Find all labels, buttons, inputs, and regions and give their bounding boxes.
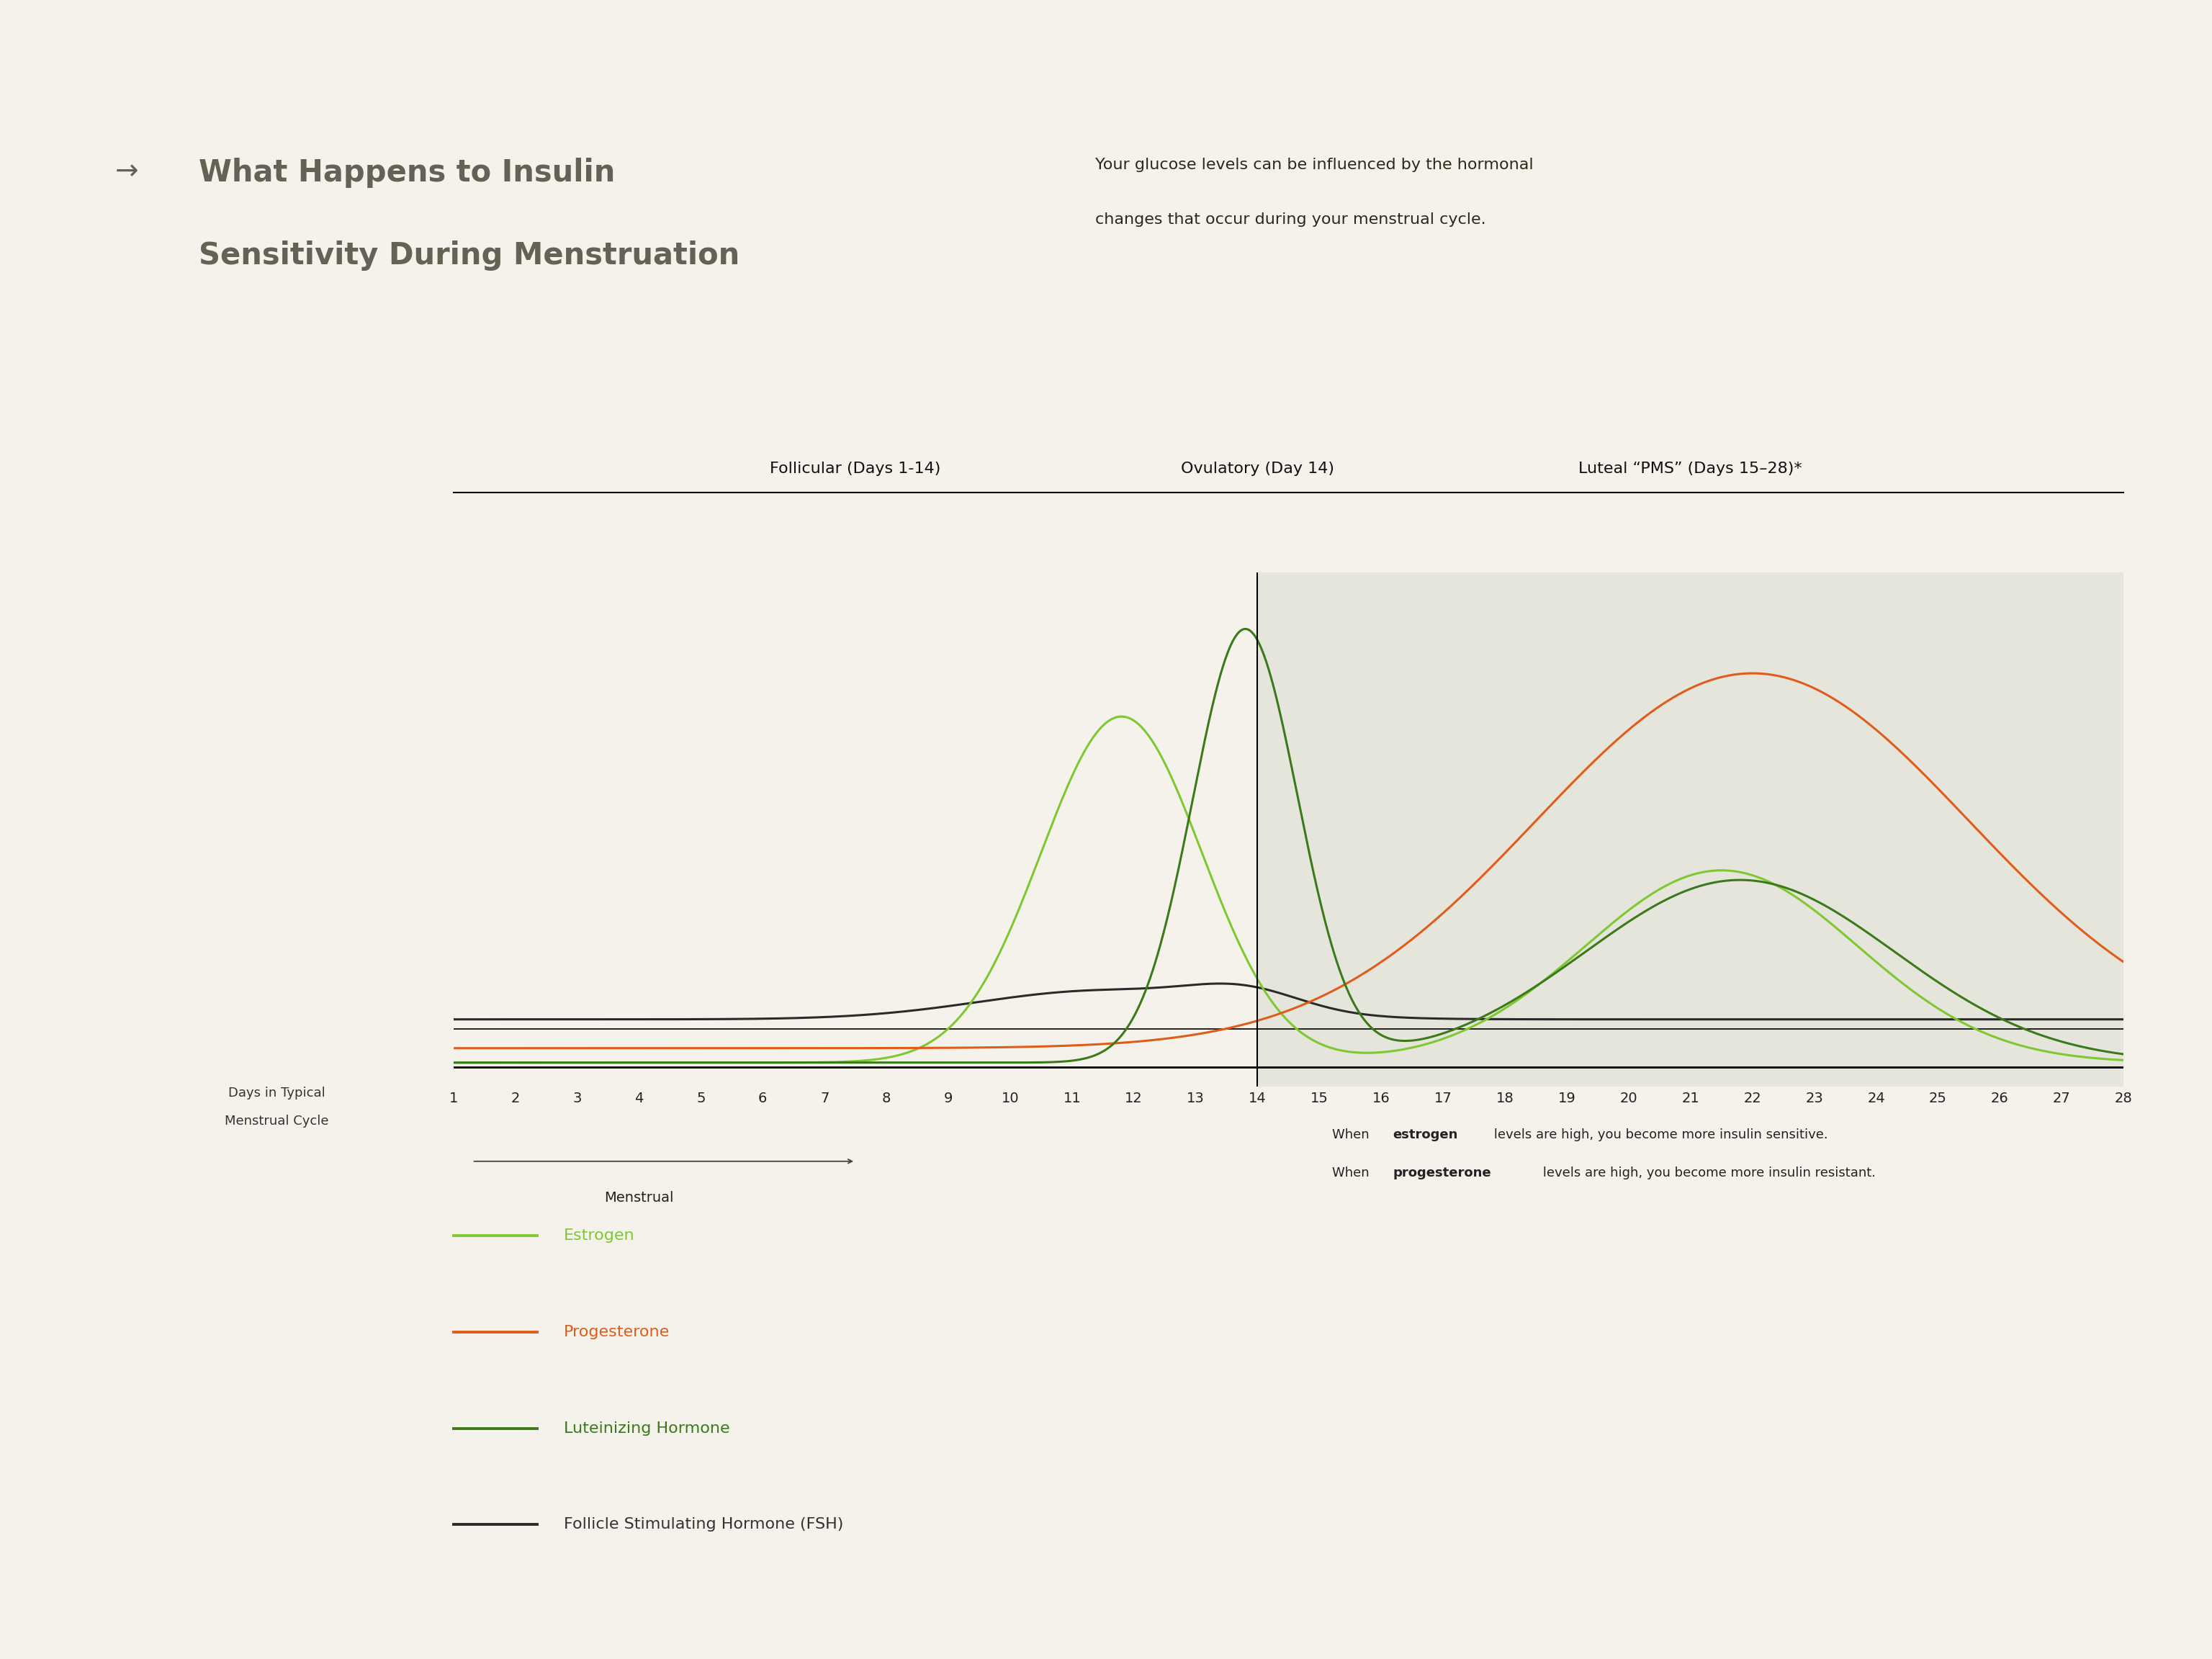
Text: Menstrual: Menstrual <box>604 1191 675 1204</box>
Text: Ovulatory (Day 14): Ovulatory (Day 14) <box>1181 461 1334 476</box>
Text: Progesterone: Progesterone <box>564 1326 670 1339</box>
Text: levels are high, you become more insulin resistant.: levels are high, you become more insulin… <box>1540 1166 1876 1180</box>
Bar <box>1259 572 2124 1087</box>
Text: progesterone: progesterone <box>1394 1166 1491 1180</box>
Text: Luteal “PMS” (Days 15–28)*: Luteal “PMS” (Days 15–28)* <box>1579 461 1803 476</box>
Text: →: → <box>115 158 139 184</box>
Text: When: When <box>1332 1166 1374 1180</box>
Text: estrogen: estrogen <box>1394 1128 1458 1141</box>
Text: changes that occur during your menstrual cycle.: changes that occur during your menstrual… <box>1095 212 1486 227</box>
Text: levels are high, you become more insulin sensitive.: levels are high, you become more insulin… <box>1491 1128 1827 1141</box>
Text: Menstrual Cycle: Menstrual Cycle <box>223 1115 330 1128</box>
Text: Days in Typical: Days in Typical <box>228 1087 325 1100</box>
Text: Estrogen: Estrogen <box>564 1229 635 1243</box>
Text: Sensitivity During Menstruation: Sensitivity During Menstruation <box>199 241 741 270</box>
Text: Follicle Stimulating Hormone (FSH): Follicle Stimulating Hormone (FSH) <box>564 1518 843 1531</box>
Text: Luteinizing Hormone: Luteinizing Hormone <box>564 1422 730 1435</box>
Text: Your glucose levels can be influenced by the hormonal: Your glucose levels can be influenced by… <box>1095 158 1533 173</box>
Text: When: When <box>1332 1128 1374 1141</box>
Text: Follicular (Days 1-14): Follicular (Days 1-14) <box>770 461 940 476</box>
Text: What Happens to Insulin: What Happens to Insulin <box>199 158 615 187</box>
